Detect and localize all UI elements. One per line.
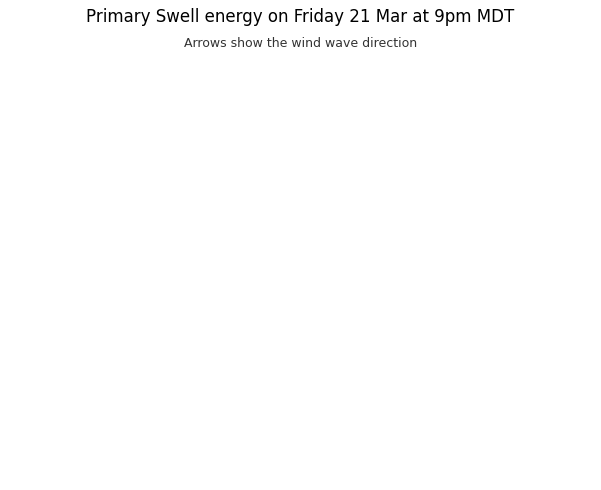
- Text: Primary Swell energy on Friday 21 Mar at 9pm MDT: Primary Swell energy on Friday 21 Mar at…: [87, 8, 514, 26]
- Text: cartopy required: cartopy required: [219, 264, 382, 283]
- Text: Arrows show the wind wave direction: Arrows show the wind wave direction: [184, 37, 417, 50]
